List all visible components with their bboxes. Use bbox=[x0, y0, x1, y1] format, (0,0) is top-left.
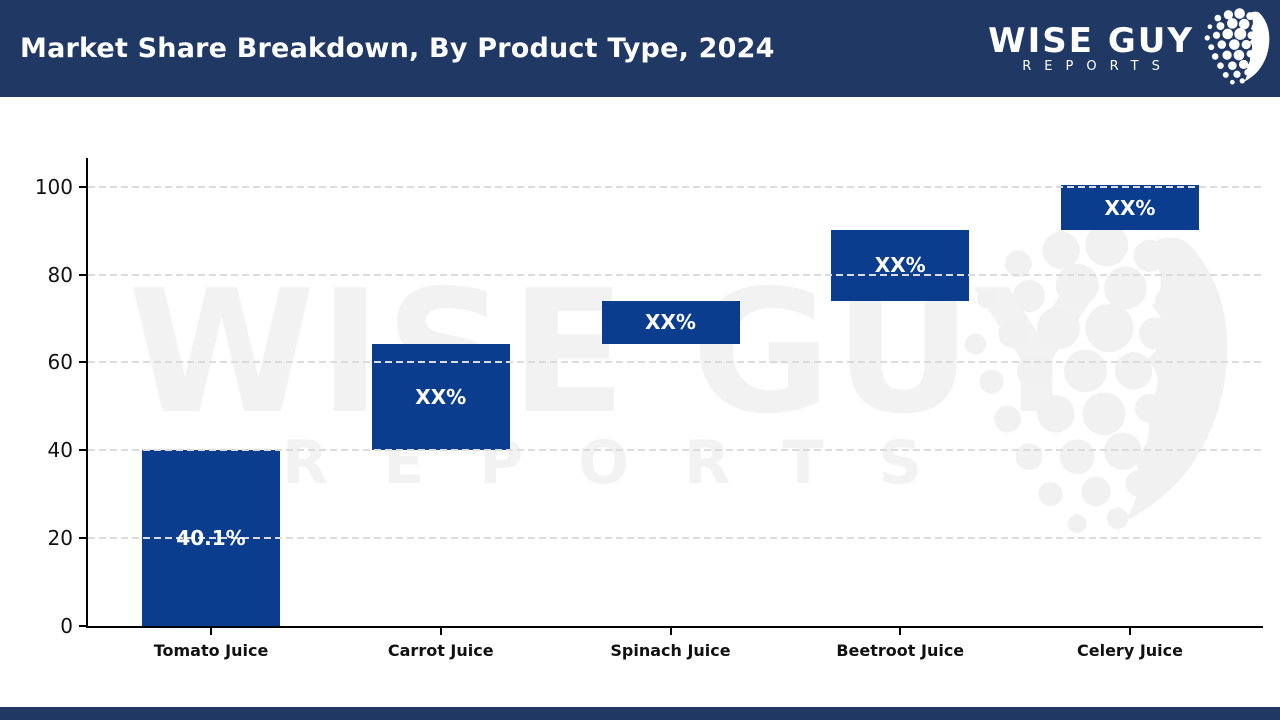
y-axis-tick bbox=[79, 449, 87, 452]
y-axis-tick bbox=[79, 185, 87, 188]
gridline-y20 bbox=[88, 537, 1263, 540]
y-axis-line bbox=[86, 158, 88, 628]
x-axis-line bbox=[86, 626, 1263, 628]
x-category-label: Tomato Juice bbox=[153, 641, 269, 660]
brand-subtitle: REPORTS bbox=[1022, 58, 1173, 74]
brand-name: WISE GUY bbox=[988, 20, 1194, 61]
bar-value-label: XX% bbox=[415, 384, 467, 409]
y-tick-label: 40 bbox=[47, 438, 73, 463]
y-axis-tick bbox=[79, 273, 87, 276]
title-bar: Market Share Breakdown, By Product Type,… bbox=[0, 0, 1280, 97]
x-category-label: Beetroot Juice bbox=[836, 641, 965, 660]
x-category-label: Carrot Juice bbox=[387, 641, 494, 660]
y-tick-label: 20 bbox=[47, 526, 73, 551]
x-category-label: Spinach Juice bbox=[610, 641, 731, 660]
y-axis-tick bbox=[79, 625, 87, 627]
gridline-y80 bbox=[88, 273, 1263, 276]
bar-celery-juice bbox=[1061, 185, 1199, 230]
bar-spinach-juice bbox=[601, 300, 740, 345]
y-axis-tick bbox=[79, 361, 87, 364]
brand-logo-text: WISE GUY REPORTS bbox=[988, 23, 1194, 75]
x-axis-tick bbox=[899, 628, 902, 635]
y-tick-label: 0 bbox=[60, 614, 73, 638]
brand-head-icon bbox=[1204, 8, 1270, 85]
bar-value-label: XX% bbox=[645, 310, 696, 335]
bar-beetroot-juice bbox=[831, 229, 970, 301]
x-category-label: Celery Juice bbox=[1077, 641, 1183, 660]
gridline-y60 bbox=[88, 361, 1263, 364]
y-tick-label: 100 bbox=[34, 174, 73, 199]
gridline-y40 bbox=[88, 449, 1263, 452]
x-axis-tick bbox=[439, 628, 442, 635]
gridline-y100 bbox=[88, 185, 1263, 188]
footer-bar bbox=[0, 707, 1280, 720]
y-tick-label: 80 bbox=[47, 262, 73, 287]
brand-logo: WISE GUY REPORTS bbox=[988, 2, 1272, 95]
bar-value-label: 40.1% bbox=[176, 525, 246, 550]
x-axis-tick bbox=[1129, 628, 1131, 635]
page-title: Market Share Breakdown, By Product Type,… bbox=[20, 33, 775, 64]
y-tick-label: 60 bbox=[47, 350, 73, 375]
x-axis-tick bbox=[669, 628, 672, 635]
bar-value-label: XX% bbox=[1104, 195, 1156, 220]
bar-value-label: XX% bbox=[874, 253, 926, 278]
y-axis-tick bbox=[79, 537, 87, 540]
x-axis-tick bbox=[210, 628, 212, 635]
watermark-head-icon bbox=[964, 223, 1228, 533]
